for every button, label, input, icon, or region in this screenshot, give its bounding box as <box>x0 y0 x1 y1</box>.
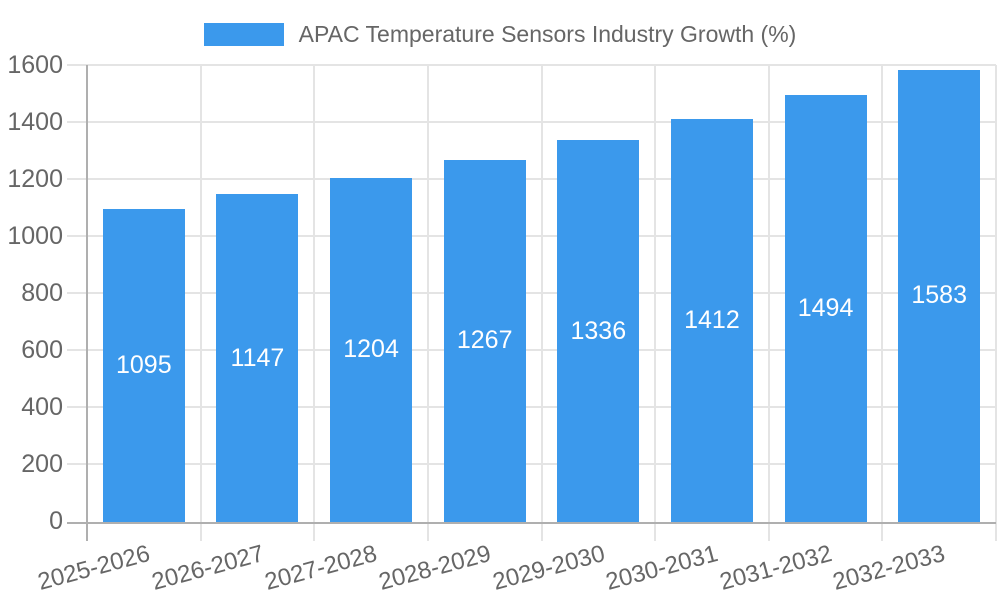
x-axis-tick-label: 2032-2033 <box>830 540 949 596</box>
x-gridline <box>426 65 429 541</box>
x-axis-tick-label: 2031-2032 <box>716 540 835 596</box>
y-axis-tick-label: 200 <box>21 450 63 478</box>
x-axis-tick-label: 2025-2026 <box>34 540 153 596</box>
y-axis-tick-label: 1600 <box>7 51 63 79</box>
bar-value-label: 1095 <box>116 350 172 379</box>
x-axis-tick-label: 2028-2029 <box>375 540 494 596</box>
y-axis-tick-label: 800 <box>21 279 63 307</box>
bar-value-label: 1494 <box>797 294 854 323</box>
bar-value-label: 1204 <box>343 335 399 364</box>
x-axis-tick-label: 2027-2028 <box>262 540 381 596</box>
legend-item[interactable]: APAC Temperature Sensors Industry Growth… <box>203 19 797 49</box>
x-gridline <box>995 65 997 541</box>
legend-label: APAC Temperature Sensors Industry Growth… <box>298 21 797 47</box>
y-gridline <box>67 292 996 294</box>
bar: 1147 <box>216 194 299 522</box>
bar-value-label: 1147 <box>230 343 285 372</box>
y-gridline <box>67 235 996 237</box>
bar-value-label: 1412 <box>684 305 740 334</box>
bar-value-label: 1267 <box>456 326 513 355</box>
bar: 1204 <box>330 177 413 522</box>
y-axis-tick-label: 600 <box>21 336 63 364</box>
x-gridline <box>767 65 770 541</box>
y-axis-line <box>86 65 88 541</box>
x-gridline <box>199 65 202 541</box>
y-axis-tick-label: 1200 <box>7 165 63 193</box>
x-axis-tick-label: 2030-2031 <box>603 540 721 596</box>
x-axis-line <box>67 522 996 524</box>
y-gridline <box>67 463 996 465</box>
y-gridline <box>67 406 996 408</box>
bar-value-label: 1336 <box>570 316 627 345</box>
x-gridline <box>540 65 543 541</box>
y-axis-tick-label: 1000 <box>7 222 63 250</box>
x-axis-tick-label: 2026-2027 <box>148 540 267 596</box>
y-gridline <box>67 121 996 123</box>
y-gridline <box>67 178 996 180</box>
y-axis-tick-label: 1400 <box>7 108 63 136</box>
bar: 1412 <box>670 118 753 522</box>
bar: 1336 <box>557 140 640 522</box>
y-axis-tick-label: 0 <box>49 507 63 535</box>
bar: 1095 <box>102 208 185 522</box>
legend-swatch <box>203 22 284 46</box>
y-gridline <box>67 64 996 66</box>
bar: 1267 <box>443 159 526 522</box>
x-gridline <box>654 65 657 541</box>
bar: 1583 <box>898 69 981 522</box>
y-axis-tick-label: 400 <box>21 393 63 421</box>
bar: 1494 <box>784 95 867 522</box>
x-axis-tick-label: 2029-2030 <box>489 540 608 596</box>
x-gridline <box>313 65 316 541</box>
bar-value-label: 1583 <box>911 281 967 310</box>
x-gridline <box>881 65 884 541</box>
y-gridline <box>67 349 996 351</box>
legend: APAC Temperature Sensors Industry Growth… <box>0 19 1000 49</box>
